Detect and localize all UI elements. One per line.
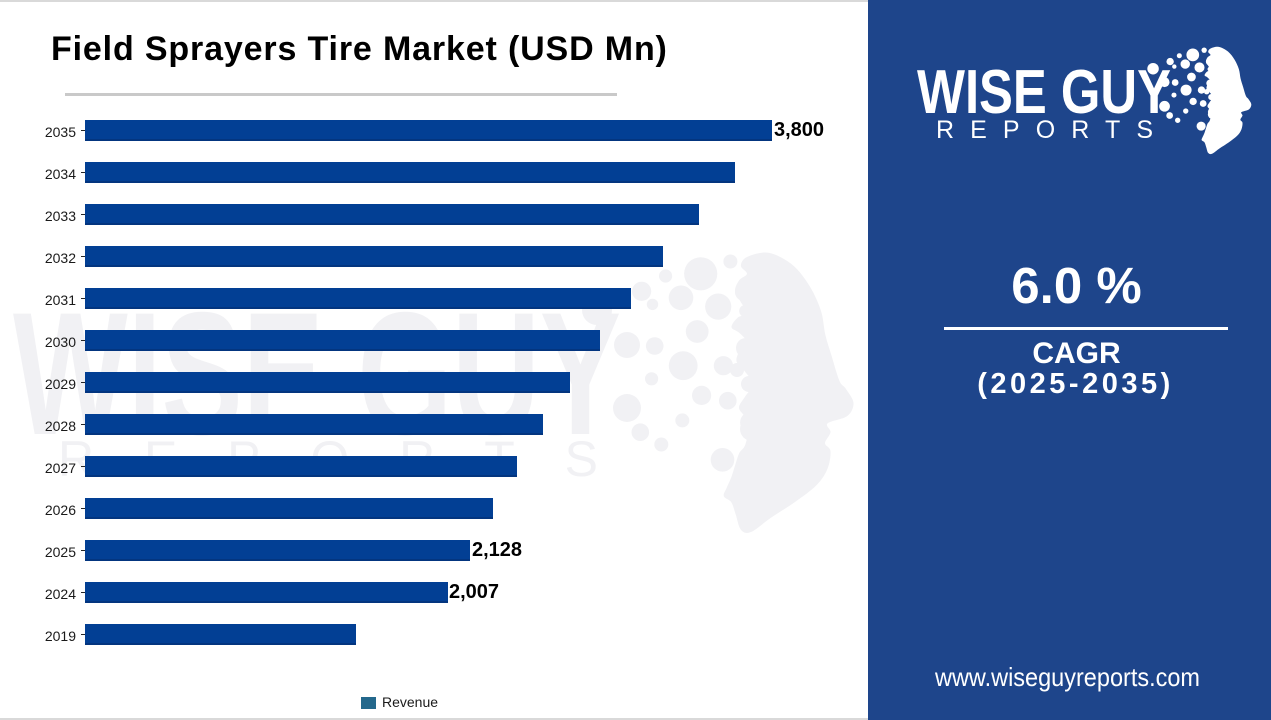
svg-text:WISE GUY: WISE GUY xyxy=(917,58,1171,127)
svg-text:www.wiseguyreports.com: www.wiseguyreports.com xyxy=(934,662,1200,692)
svg-text:REPORTS: REPORTS xyxy=(936,116,1153,144)
